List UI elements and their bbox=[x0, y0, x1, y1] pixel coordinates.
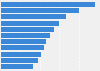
Bar bbox=[1, 2, 95, 7]
Bar bbox=[1, 45, 44, 50]
Bar bbox=[1, 39, 46, 44]
Bar bbox=[1, 27, 54, 32]
Bar bbox=[1, 64, 33, 69]
Bar bbox=[1, 8, 79, 13]
Bar bbox=[1, 21, 59, 26]
Bar bbox=[1, 33, 50, 38]
Bar bbox=[1, 58, 38, 63]
Bar bbox=[1, 14, 66, 19]
Bar bbox=[1, 52, 41, 57]
